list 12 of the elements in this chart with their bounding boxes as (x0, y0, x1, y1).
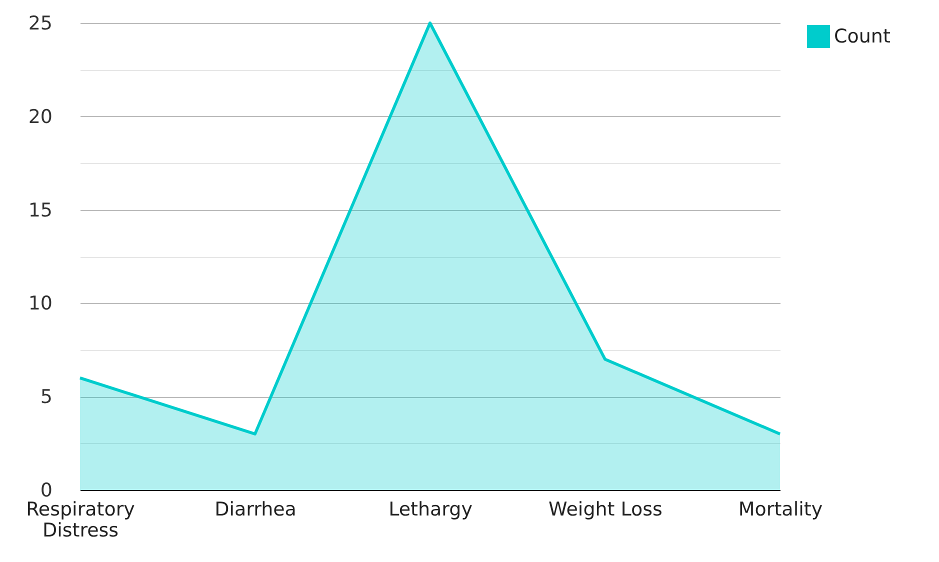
x-tick-label: Mortality (738, 498, 823, 520)
x-tick-label: Lethargy (388, 498, 472, 520)
y-tick-label: 25 (28, 12, 52, 34)
y-tick-label: 20 (28, 106, 52, 128)
x-tick-label: Diarrhea (214, 498, 296, 520)
y-tick-label: 10 (28, 292, 52, 315)
x-tick-label: Weight Loss (548, 498, 662, 520)
x-tick-label: Respiratory Distress (26, 498, 135, 542)
y-tick-label: 0 (40, 480, 52, 502)
legend-label: Count (834, 26, 890, 48)
y-tick-label: 5 (40, 386, 52, 408)
y-tick-label: 15 (28, 199, 52, 222)
